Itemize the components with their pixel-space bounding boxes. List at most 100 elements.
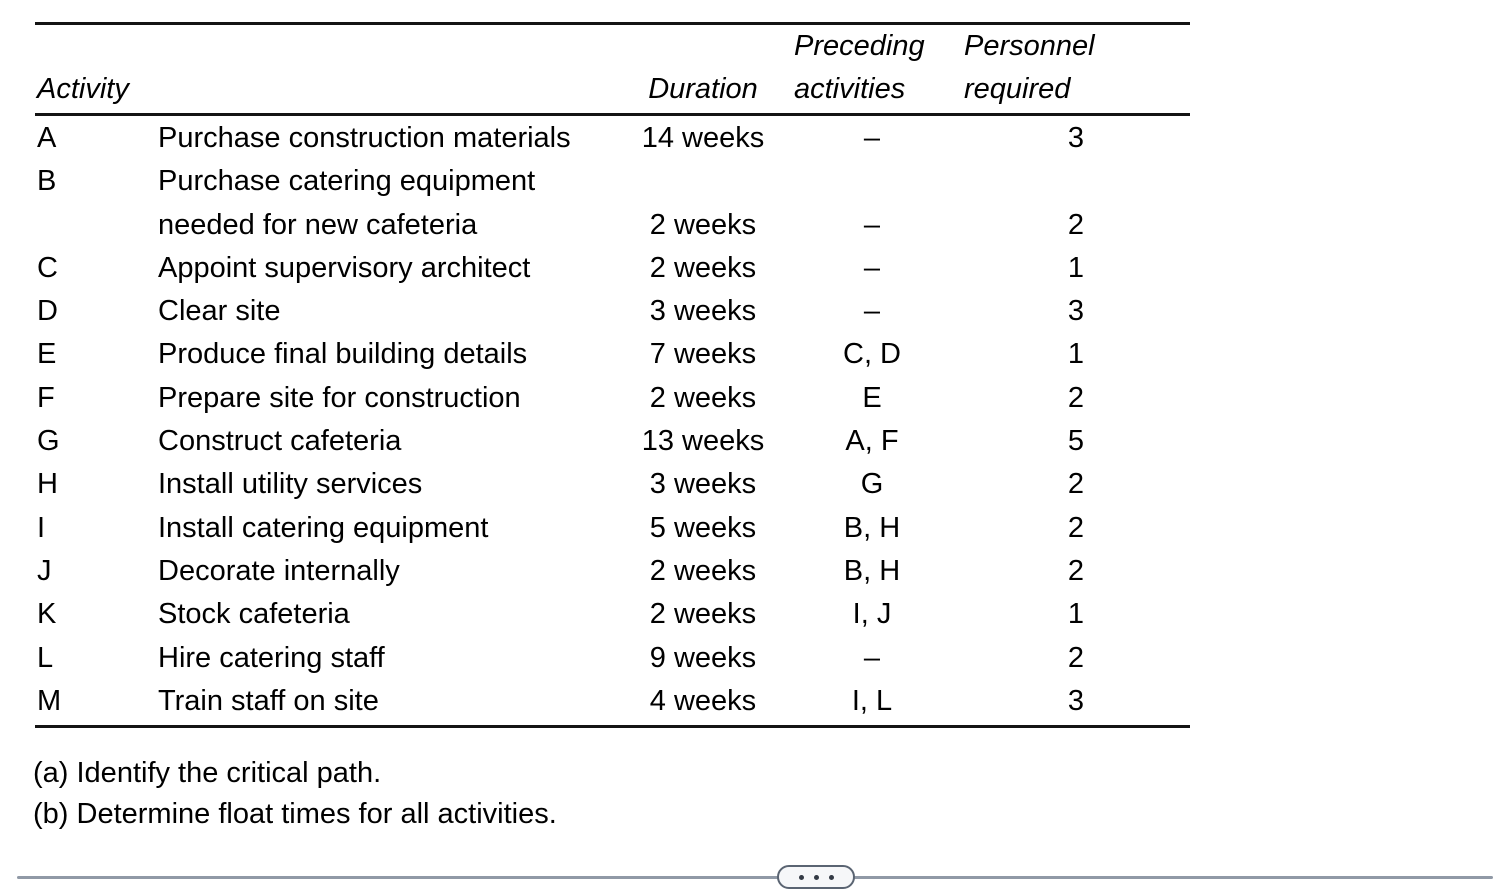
activity-preceding: C, D <box>843 338 901 371</box>
activity-description: Stock cafeteria <box>152 593 618 636</box>
header-duration: Duration <box>618 68 788 111</box>
section-divider-button[interactable] <box>777 865 855 889</box>
activity-description: Prepare site for construction <box>152 377 618 420</box>
activity-duration: 9 weeks <box>649 641 757 674</box>
activity-letter: B <box>37 165 57 198</box>
activity-duration: 2 weeks <box>649 554 757 587</box>
activity-personnel: 1 <box>1067 598 1085 631</box>
activity-preceding: – <box>863 251 881 284</box>
activity-duration: 3 weeks <box>649 295 757 328</box>
table-row: B Purchase catering equipment needed for … <box>35 160 1190 247</box>
activity-personnel: 2 <box>1067 208 1085 241</box>
description-line: Install catering equipment <box>158 511 489 544</box>
header-preceding-line1: Preceding <box>794 30 925 62</box>
activity-duration: 2 weeks <box>649 208 757 241</box>
header-personnel-line2: required <box>964 73 1071 106</box>
description-line: Construct cafeteria <box>158 425 402 458</box>
ellipsis-icon <box>813 874 819 880</box>
activity-description: Purchase catering equipment needed for ne… <box>152 160 618 247</box>
activity-duration: 3 weeks <box>649 468 757 501</box>
question-b: (b) Determine float times for all activi… <box>33 797 557 830</box>
activity-preceding: I, J <box>852 598 892 631</box>
table-row: C Appoint supervisory architect 2 weeks … <box>35 247 1190 290</box>
table-row: D Clear site 3 weeks – 3 <box>35 290 1190 333</box>
activity-duration: 5 weeks <box>649 511 757 544</box>
header-preceding-activities: Preceding activities <box>788 25 948 112</box>
description-line: Stock cafeteria <box>158 598 350 631</box>
activity-preceding: G <box>860 468 884 501</box>
activity-duration: 2 weeks <box>649 251 757 284</box>
activity-personnel: 2 <box>1067 641 1085 674</box>
table-header-rule <box>35 113 1190 116</box>
header-activity: Activity <box>35 68 152 111</box>
description-line: Hire catering staff <box>158 641 385 674</box>
ellipsis-icon <box>828 874 834 880</box>
header-duration-label: Duration <box>648 73 758 106</box>
activity-letter: K <box>37 598 57 631</box>
activity-duration: 14 weeks <box>641 122 765 154</box>
table-bottom-rule <box>35 725 1190 729</box>
activity-duration: 13 weeks <box>641 425 765 458</box>
activity-personnel: 2 <box>1067 381 1085 414</box>
activity-duration: 2 weeks <box>649 598 757 631</box>
activity-personnel: 2 <box>1067 511 1085 544</box>
activity-description: Install utility services <box>152 463 618 506</box>
activity-letter: G <box>37 425 60 458</box>
activity-letter: D <box>37 295 58 328</box>
activity-preceding: – <box>863 295 881 328</box>
activity-personnel: 3 <box>1067 684 1085 717</box>
activity-preceding: – <box>863 208 881 241</box>
activity-description: Hire catering staff <box>152 637 618 680</box>
table-row: A Purchase construction materials 14 wee… <box>35 117 1190 160</box>
table-header-row: Activity Duration Preceding activities P… <box>35 25 1190 113</box>
table-body: A Purchase construction materials 14 wee… <box>35 116 1190 725</box>
activity-preceding: B, H <box>843 511 901 544</box>
table-row: M Train staff on site 4 weeks I, L 3 <box>35 680 1190 723</box>
description-line: Prepare site for construction <box>158 381 521 414</box>
description-line: Install utility services <box>158 468 423 501</box>
questions-block: (a) Identify the critical path. (b) Dete… <box>33 753 557 834</box>
table-row: E Produce final building details 7 weeks… <box>35 333 1190 376</box>
activity-letter: J <box>37 554 52 587</box>
activity-table: Activity Duration Preceding activities P… <box>35 22 1190 729</box>
activity-preceding: E <box>862 381 882 414</box>
activity-personnel: 3 <box>1067 122 1085 154</box>
table-top-rule <box>35 22 1190 25</box>
activity-description: Decorate internally <box>152 550 618 593</box>
activity-preceding: – <box>863 641 881 674</box>
ellipsis-icon <box>798 874 804 880</box>
description-line: Train staff on site <box>158 684 379 717</box>
activity-description: Produce final building details <box>152 333 618 376</box>
activity-letter: M <box>37 684 62 717</box>
table-row: G Construct cafeteria 13 weeks A, F 5 <box>35 420 1190 463</box>
activity-letter: C <box>37 251 58 284</box>
activity-duration: 4 weeks <box>649 684 757 717</box>
activity-description: Purchase construction materials <box>152 117 618 160</box>
header-personnel-required: Personnel required <box>948 25 1190 112</box>
activity-preceding: – <box>863 122 881 154</box>
activity-description: Construct cafeteria <box>152 420 618 463</box>
description-line: Clear site <box>158 295 281 328</box>
table-row: H Install utility services 3 weeks G 2 <box>35 463 1190 506</box>
activity-description: Appoint supervisory architect <box>152 247 618 290</box>
description-line: Purchase construction materials <box>158 122 571 154</box>
description-line: Decorate internally <box>158 554 400 587</box>
activity-letter: A <box>37 122 57 154</box>
activity-personnel: 2 <box>1067 554 1085 587</box>
activity-duration: 7 weeks <box>649 338 757 371</box>
header-personnel-line1: Personnel <box>964 30 1095 62</box>
activity-description: Clear site <box>152 290 618 333</box>
activity-letter: L <box>37 641 54 674</box>
activity-letter: E <box>37 338 57 371</box>
activity-preceding: I, L <box>851 684 893 717</box>
activity-letter: I <box>37 511 46 544</box>
activity-personnel: 5 <box>1067 425 1085 458</box>
table-row: I Install catering equipment 5 weeks B, … <box>35 507 1190 550</box>
table-row: J Decorate internally 2 weeks B, H 2 <box>35 550 1190 593</box>
activity-description: Train staff on site <box>152 680 618 723</box>
activity-personnel: 3 <box>1067 295 1085 328</box>
activity-letter: F <box>37 381 55 414</box>
activity-duration: 2 weeks <box>649 381 757 414</box>
activity-preceding: B, H <box>843 554 901 587</box>
